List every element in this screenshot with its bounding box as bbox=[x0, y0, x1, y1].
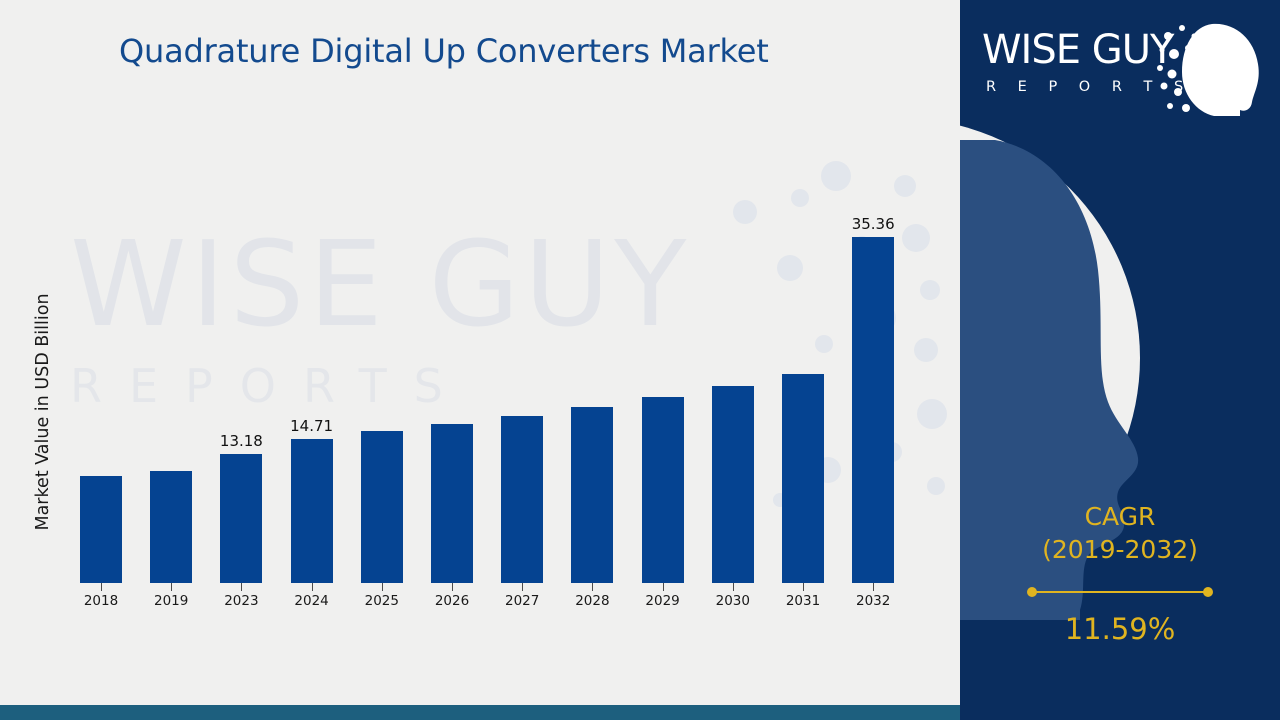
bar-2025 bbox=[360, 430, 403, 583]
x-tick-label-2027: 2027 bbox=[505, 593, 540, 609]
bar-value-label-2024: 14.71 bbox=[290, 416, 334, 435]
divider-dot-right bbox=[1203, 587, 1213, 597]
bar-2032 bbox=[852, 236, 895, 583]
cagr-label: CAGR bbox=[1084, 502, 1156, 531]
x-tick-label-2019: 2019 bbox=[154, 593, 189, 609]
bar-2024 bbox=[290, 438, 333, 583]
x-tick-label-2031: 2031 bbox=[785, 593, 821, 609]
x-tick-2031 bbox=[803, 583, 804, 591]
x-tick-2025 bbox=[381, 583, 383, 591]
cagr-value: 11.59% bbox=[1064, 612, 1176, 646]
cagr-block: CAGR (2019-2032) 11.59% bbox=[960, 500, 1280, 646]
chart-panel: Quadrature Digital Up Converters Market … bbox=[0, 32, 960, 720]
x-tick-2026 bbox=[452, 583, 453, 591]
logo-brand: WISE GUY bbox=[982, 27, 1174, 73]
divider-dot-left bbox=[1027, 587, 1037, 597]
logo-tagline: R E P O R T S bbox=[986, 79, 1192, 95]
divider-line bbox=[1033, 591, 1207, 593]
bar-2019 bbox=[150, 471, 193, 583]
page-title: Quadrature Digital Up Converters Market bbox=[119, 32, 769, 70]
x-tick-label-2024: 2024 bbox=[294, 593, 329, 609]
bar-2030 bbox=[711, 385, 754, 583]
x-tick-label-2023: 2023 bbox=[224, 593, 259, 609]
bar-2029 bbox=[641, 396, 684, 583]
x-tick-2032 bbox=[873, 583, 875, 591]
x-tick-label-2028: 2028 bbox=[575, 593, 610, 609]
x-tick-2027 bbox=[522, 583, 524, 591]
logo-text: WISE GUY R E P O R T S bbox=[982, 30, 1192, 95]
x-tick-2023 bbox=[241, 583, 243, 591]
bar-2028 bbox=[571, 406, 614, 583]
cagr-period: (2019-2032) bbox=[1042, 535, 1198, 564]
bar-2031 bbox=[782, 373, 824, 583]
x-tick-2030 bbox=[732, 583, 734, 591]
dotted-head-icon bbox=[1157, 23, 1259, 116]
branding-panel: WISE GUY R E P O R T S CAGR (2019-2032) bbox=[960, 0, 1280, 720]
bar-2027 bbox=[501, 416, 544, 583]
x-tick-label-2032: 2032 bbox=[856, 593, 891, 609]
x-tick-2024 bbox=[311, 583, 313, 591]
x-tick-label-2030: 2030 bbox=[715, 593, 750, 609]
head-silhouette-icon bbox=[960, 140, 1139, 620]
x-tick-label-2025: 2025 bbox=[364, 593, 399, 609]
bar-2026 bbox=[431, 424, 473, 583]
x-tick-2029 bbox=[662, 583, 664, 591]
bar-value-label-2023: 13.18 bbox=[219, 431, 263, 450]
plot-area: 2018 2019 13.18 2023 14.71 2024 2025 2026 2027 20… bbox=[80, 214, 895, 609]
x-tick-label-2018: 2018 bbox=[83, 593, 119, 609]
bar-2023 bbox=[220, 453, 263, 583]
x-tick-label-2026: 2026 bbox=[434, 593, 470, 609]
cagr-divider bbox=[1027, 586, 1213, 598]
bar-2018 bbox=[80, 475, 122, 583]
x-tick-label-2029: 2029 bbox=[645, 593, 680, 609]
bottom-accent-strip bbox=[0, 705, 960, 720]
x-tick-2028 bbox=[592, 583, 594, 591]
bar-value-label-2032: 35.36 bbox=[851, 214, 895, 233]
logo: WISE GUY R E P O R T S bbox=[974, 22, 1266, 116]
x-tick-2019 bbox=[171, 583, 173, 591]
x-tick-2018 bbox=[101, 583, 102, 591]
